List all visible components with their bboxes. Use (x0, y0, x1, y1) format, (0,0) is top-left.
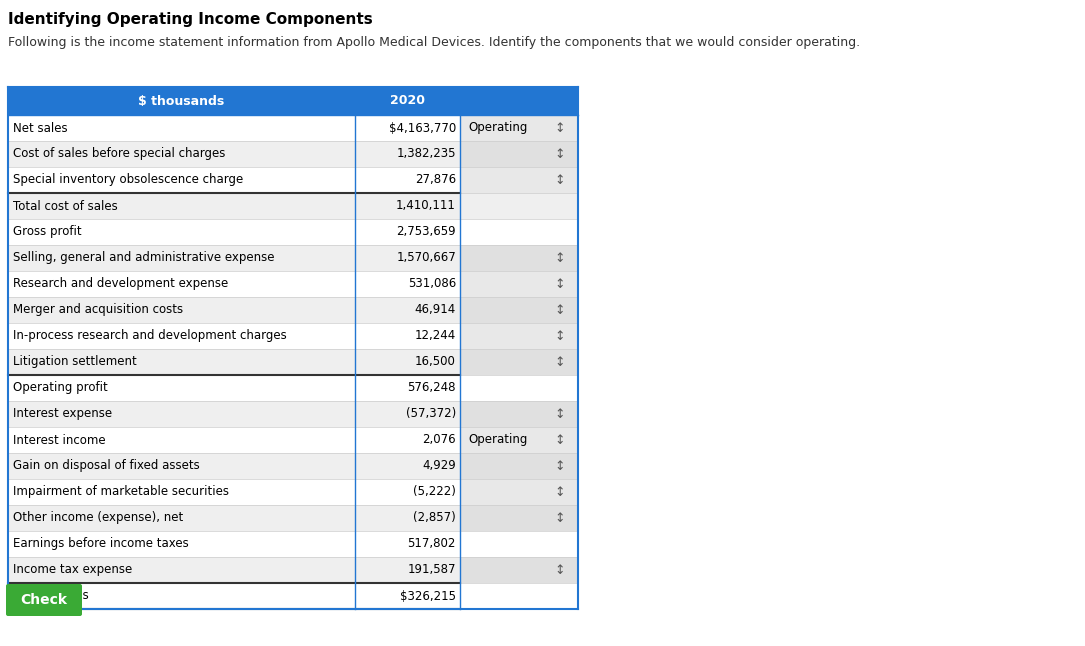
Bar (460, 401, 578, 427)
Bar (8, 323, 460, 349)
Text: 4,929: 4,929 (422, 459, 456, 472)
Bar (8, 479, 460, 505)
Text: (5,222): (5,222) (413, 486, 456, 499)
Bar (8, 349, 460, 375)
Text: Operating profit: Operating profit (13, 382, 107, 395)
Bar (8, 219, 460, 245)
Bar (460, 271, 578, 297)
Text: (57,372): (57,372) (406, 408, 456, 421)
Text: Interest expense: Interest expense (13, 408, 112, 421)
Bar (460, 297, 578, 323)
Text: Litigation settlement: Litigation settlement (13, 355, 137, 368)
Text: Net sales: Net sales (13, 121, 67, 134)
Text: ↕: ↕ (554, 147, 565, 160)
Text: In-process research and development charges: In-process research and development char… (13, 329, 286, 342)
Text: ↕: ↕ (554, 251, 565, 264)
Bar (8, 297, 460, 323)
Text: $326,215: $326,215 (400, 590, 456, 603)
Text: Operating: Operating (468, 433, 527, 446)
Text: Earnings before income taxes: Earnings before income taxes (13, 537, 189, 550)
Text: Selling, general and administrative expense: Selling, general and administrative expe… (13, 251, 275, 264)
Text: Cost of sales before special charges: Cost of sales before special charges (13, 147, 226, 160)
Text: Impairment of marketable securities: Impairment of marketable securities (13, 486, 229, 499)
Bar (460, 115, 578, 141)
Text: Net earnings: Net earnings (13, 590, 89, 603)
Bar (8, 557, 460, 583)
Text: Income tax expense: Income tax expense (13, 563, 132, 576)
Text: Operating: Operating (468, 121, 527, 134)
Text: ↕: ↕ (554, 121, 565, 134)
Bar (460, 583, 578, 609)
Bar (8, 375, 460, 401)
Bar (460, 193, 578, 219)
Text: ↕: ↕ (554, 512, 565, 525)
Bar (460, 245, 578, 271)
Text: Check: Check (21, 593, 67, 607)
Text: ↕: ↕ (554, 433, 565, 446)
Text: 46,914: 46,914 (414, 304, 456, 317)
Bar (8, 505, 460, 531)
Bar (8, 87, 578, 115)
Bar (8, 531, 460, 557)
Text: ↕: ↕ (554, 408, 565, 421)
Bar (8, 401, 460, 427)
Text: Interest income: Interest income (13, 433, 105, 446)
Bar (460, 167, 578, 193)
Text: ↕: ↕ (554, 304, 565, 317)
Text: Following is the income statement information from Apollo Medical Devices. Ident: Following is the income statement inform… (8, 36, 860, 49)
Bar (460, 479, 578, 505)
Text: 1,410,111: 1,410,111 (396, 200, 456, 213)
Text: 2,753,659: 2,753,659 (396, 225, 456, 238)
Bar (8, 453, 460, 479)
Text: Research and development expense: Research and development expense (13, 278, 228, 291)
FancyBboxPatch shape (7, 584, 82, 616)
Text: 531,086: 531,086 (408, 278, 456, 291)
Bar (8, 245, 460, 271)
Text: 27,876: 27,876 (414, 174, 456, 187)
Text: $4,163,770: $4,163,770 (388, 121, 456, 134)
Bar (460, 349, 578, 375)
Text: 12,244: 12,244 (414, 329, 456, 342)
Bar (460, 141, 578, 167)
Text: 191,587: 191,587 (408, 563, 456, 576)
Text: Identifying Operating Income Components: Identifying Operating Income Components (8, 12, 373, 27)
Bar (460, 323, 578, 349)
Text: ↕: ↕ (554, 355, 565, 368)
Text: $ thousands: $ thousands (139, 94, 225, 107)
Bar (460, 505, 578, 531)
Text: Gross profit: Gross profit (13, 225, 81, 238)
Bar (8, 141, 460, 167)
Text: 2020: 2020 (390, 94, 425, 107)
Bar (8, 115, 460, 141)
Bar (8, 193, 460, 219)
Text: 1,382,235: 1,382,235 (396, 147, 456, 160)
Text: 2,076: 2,076 (422, 433, 456, 446)
Bar (460, 453, 578, 479)
Bar (8, 427, 460, 453)
Text: 517,802: 517,802 (408, 537, 456, 550)
Text: ↕: ↕ (554, 459, 565, 472)
Text: 1,570,667: 1,570,667 (396, 251, 456, 264)
Text: 16,500: 16,500 (416, 355, 456, 368)
Bar (460, 427, 578, 453)
Bar (460, 557, 578, 583)
Text: ↕: ↕ (554, 278, 565, 291)
Bar (8, 167, 460, 193)
Text: Merger and acquisition costs: Merger and acquisition costs (13, 304, 183, 317)
Bar (8, 271, 460, 297)
Bar (460, 219, 578, 245)
Text: Gain on disposal of fixed assets: Gain on disposal of fixed assets (13, 459, 200, 472)
Bar (460, 531, 578, 557)
Text: ↕: ↕ (554, 174, 565, 187)
Text: Special inventory obsolescence charge: Special inventory obsolescence charge (13, 174, 243, 187)
Text: Other income (expense), net: Other income (expense), net (13, 512, 183, 525)
Text: ↕: ↕ (554, 563, 565, 576)
Text: 576,248: 576,248 (408, 382, 456, 395)
Text: Total cost of sales: Total cost of sales (13, 200, 118, 213)
Bar (460, 375, 578, 401)
Text: ↕: ↕ (554, 329, 565, 342)
Bar (8, 583, 460, 609)
Text: ↕: ↕ (554, 486, 565, 499)
Text: (2,857): (2,857) (413, 512, 456, 525)
